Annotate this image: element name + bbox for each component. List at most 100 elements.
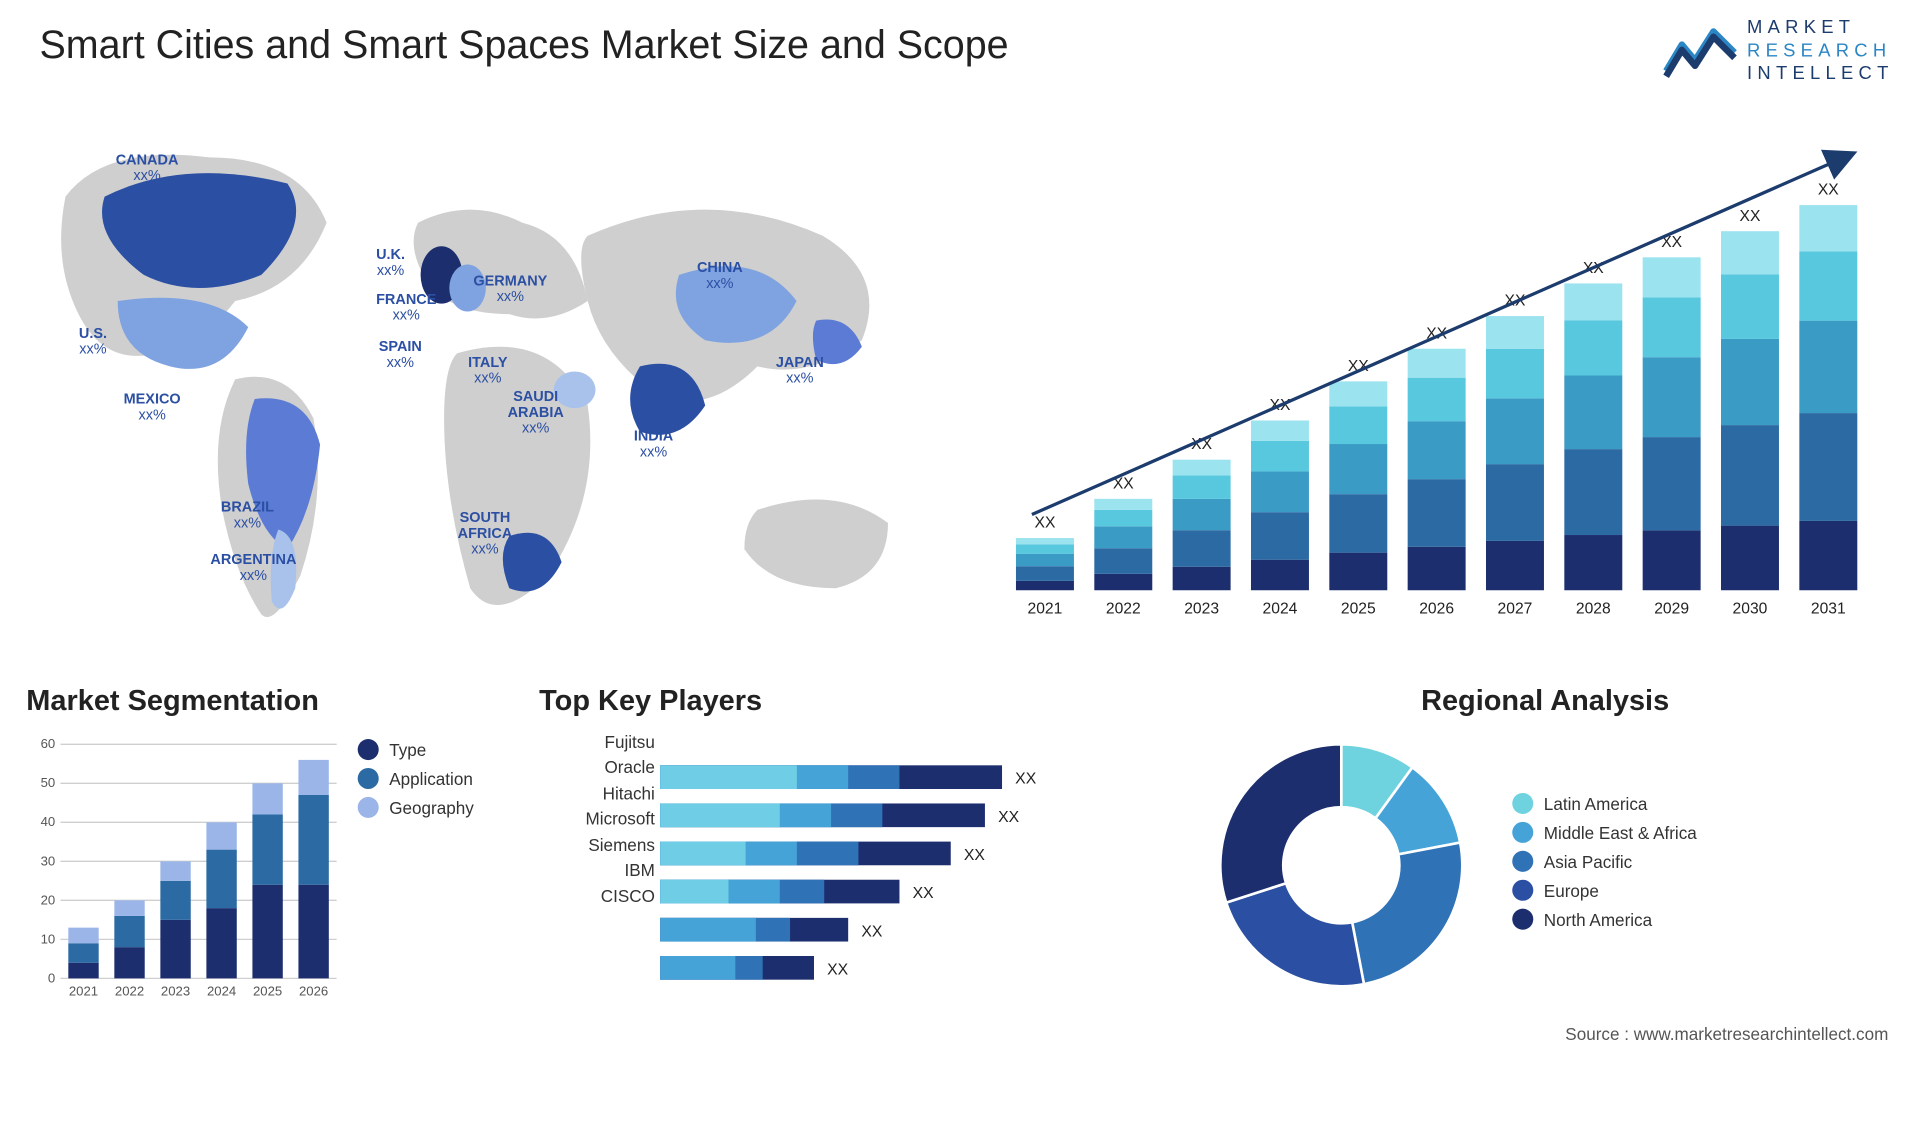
bigbar-year-label: 2021 bbox=[1028, 601, 1063, 618]
player-name: IBM bbox=[539, 860, 655, 880]
seg-bar-seg bbox=[252, 885, 282, 979]
player-name: Fujitsu bbox=[539, 732, 655, 752]
player-bar-label: XX bbox=[998, 809, 1020, 826]
svg-text:2022: 2022 bbox=[115, 983, 144, 998]
bigbar-seg bbox=[1094, 574, 1152, 590]
player-name: CISCO bbox=[539, 886, 655, 906]
player-bar-seg bbox=[660, 880, 728, 904]
country-label-u-s-: U.S.xx% bbox=[79, 326, 107, 358]
world-map-panel: CANADAxx%U.S.xx%MEXICOxx%BRAZILxx%ARGENT… bbox=[26, 105, 940, 657]
country-label-argentina: ARGENTINAxx% bbox=[210, 552, 296, 584]
bigbar-seg bbox=[1094, 526, 1152, 548]
bigbar-seg bbox=[1329, 406, 1387, 444]
region-legend-item: Latin America bbox=[1512, 793, 1697, 814]
bigbar-seg bbox=[1016, 566, 1074, 581]
seg-bar-seg bbox=[68, 928, 98, 944]
brand-logo: MARKET RESEARCH INTELLECT bbox=[1663, 16, 1894, 85]
bigbar-seg bbox=[1173, 530, 1231, 567]
svg-text:20: 20 bbox=[41, 892, 56, 907]
country-label-south-africa: SOUTHAFRICAxx% bbox=[458, 510, 513, 558]
bigbar-seg bbox=[1329, 553, 1387, 591]
bigbar-seg bbox=[1094, 510, 1152, 526]
svg-text:60: 60 bbox=[41, 736, 56, 751]
bigbar-seg bbox=[1173, 475, 1231, 499]
bigbar-seg bbox=[1721, 425, 1779, 526]
bigbar-seg bbox=[1643, 530, 1701, 590]
bigbar-seg bbox=[1408, 547, 1466, 590]
player-name: Hitachi bbox=[539, 783, 655, 803]
country-label-china: CHINAxx% bbox=[697, 260, 743, 292]
bigbar-seg bbox=[1251, 471, 1309, 512]
player-bar-seg bbox=[660, 803, 780, 827]
bigbar-seg bbox=[1721, 274, 1779, 339]
donut-slice bbox=[1220, 744, 1341, 902]
bigbar-year-label: 2023 bbox=[1184, 601, 1219, 618]
seg-bar-seg bbox=[206, 822, 236, 849]
logo-icon bbox=[1663, 19, 1737, 82]
bigbar-seg bbox=[1016, 581, 1074, 590]
seg-bar-seg bbox=[114, 900, 144, 916]
country-label-spain: SPAINxx% bbox=[379, 339, 422, 371]
bigbar-seg bbox=[1408, 479, 1466, 547]
bigbar-seg bbox=[1721, 231, 1779, 274]
donut-slice bbox=[1226, 883, 1364, 986]
logo-line1: MARKET bbox=[1747, 16, 1894, 39]
bigbar-seg bbox=[1408, 421, 1466, 479]
country-label-italy: ITALYxx% bbox=[468, 355, 507, 387]
player-bar-seg bbox=[660, 842, 745, 866]
bigbar-year-label: 2024 bbox=[1263, 601, 1298, 618]
player-bar-label: XX bbox=[827, 961, 849, 978]
seg-bar-seg bbox=[114, 916, 144, 947]
seg-bar-seg bbox=[68, 963, 98, 979]
player-name: Oracle bbox=[539, 757, 655, 777]
bigbar-seg bbox=[1173, 567, 1231, 591]
bigbar-seg bbox=[1094, 499, 1152, 510]
player-bar-seg bbox=[660, 956, 735, 980]
donut-slice bbox=[1352, 843, 1462, 985]
bigbar-seg bbox=[1486, 541, 1544, 590]
player-name: Siemens bbox=[539, 834, 655, 854]
svg-text:2023: 2023 bbox=[161, 983, 190, 998]
country-label-france: FRANCExx% bbox=[376, 292, 436, 324]
players-name-list: Fujitsu Oracle Hitachi Microsoft Siemens IBM C… bbox=[539, 726, 655, 1002]
bigbar-seg bbox=[1016, 554, 1074, 567]
region-legend-item: Asia Pacific bbox=[1512, 851, 1697, 872]
bigbar-seg bbox=[1799, 321, 1857, 413]
seg-bar-seg bbox=[252, 815, 282, 885]
player-bar-label: XX bbox=[1015, 771, 1037, 788]
bigbar-seg bbox=[1173, 460, 1231, 476]
bigbar-seg bbox=[1329, 381, 1387, 406]
bigbar-seg bbox=[1016, 538, 1074, 544]
bigbar-seg bbox=[1799, 521, 1857, 590]
svg-text:10: 10 bbox=[41, 931, 56, 946]
bigbar-seg bbox=[1486, 464, 1544, 541]
player-bar-label: XX bbox=[913, 885, 935, 902]
region-legend-item: North America bbox=[1512, 909, 1697, 930]
seg-bar-seg bbox=[114, 947, 144, 978]
player-name: Microsoft bbox=[539, 809, 655, 829]
bigbar-seg bbox=[1251, 441, 1309, 472]
regional-title: Regional Analysis bbox=[1197, 684, 1894, 718]
bigbar-year-label: 2029 bbox=[1654, 601, 1689, 618]
bigbar-seg bbox=[1799, 205, 1857, 251]
bigbar-seg bbox=[1799, 251, 1857, 320]
seg-bar-seg bbox=[206, 908, 236, 978]
bigbar-seg bbox=[1564, 320, 1622, 375]
country-label-saudi-arabia: SAUDIARABIAxx% bbox=[508, 389, 564, 437]
bigbar-seg bbox=[1329, 444, 1387, 494]
bigbar-seg bbox=[1643, 257, 1701, 297]
bigbar-seg bbox=[1486, 349, 1544, 398]
bigbar-seg bbox=[1643, 437, 1701, 530]
svg-text:2026: 2026 bbox=[299, 983, 328, 998]
seg-legend-item: Type bbox=[358, 739, 474, 760]
seg-legend-item: Application bbox=[358, 768, 474, 789]
country-label-germany: GERMANYxx% bbox=[473, 274, 547, 306]
page-title: Smart Cities and Smart Spaces Market Siz… bbox=[39, 24, 1008, 69]
key-players-panel: Top Key Players FujitsuOracleHitachiMicr… bbox=[539, 684, 1183, 1013]
logo-line3: INTELLECT bbox=[1747, 62, 1894, 85]
bigbar-year-label: 2027 bbox=[1498, 601, 1533, 618]
seg-bar-seg bbox=[298, 760, 328, 795]
big-bar-chart: XX2021XX2022XX2023XX2024XX2025XX2026XX20… bbox=[980, 105, 1894, 657]
bigbar-seg bbox=[1251, 512, 1309, 560]
seg-bar-seg bbox=[160, 881, 190, 920]
